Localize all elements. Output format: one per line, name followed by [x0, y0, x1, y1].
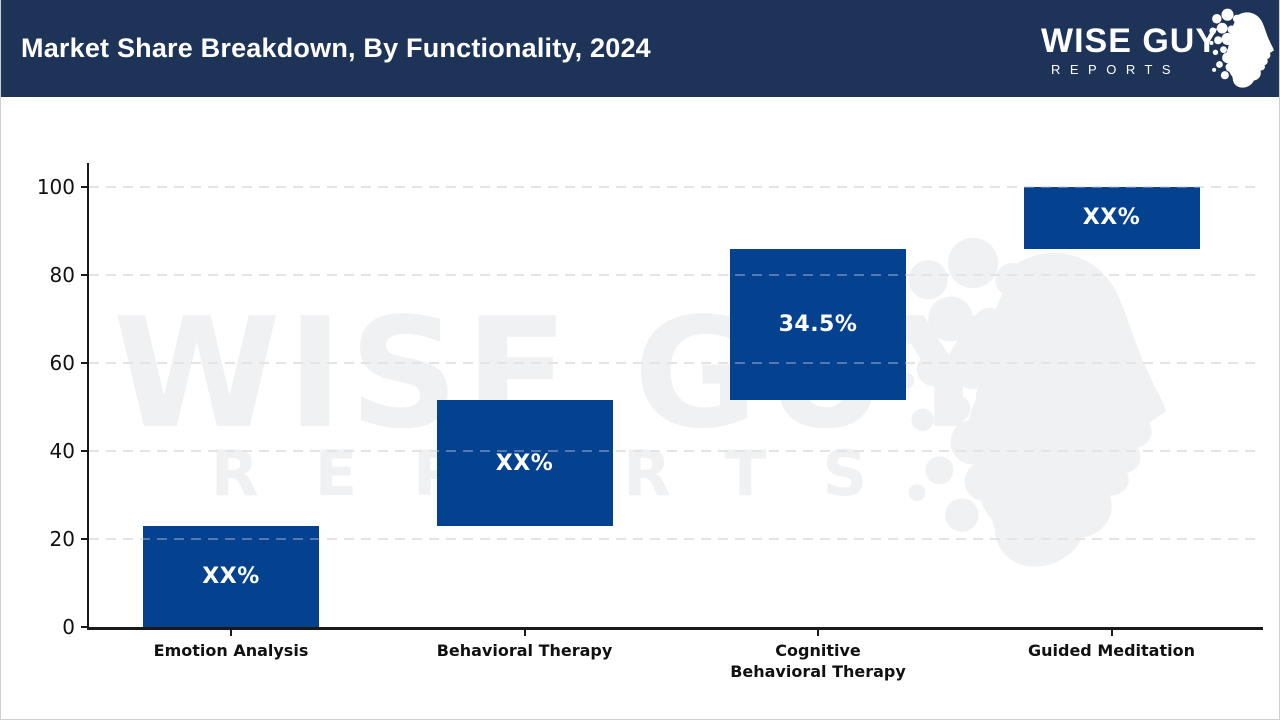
y-tick-100	[81, 186, 89, 188]
x-label-cognitive-behavioral-therapy: Cognitive Behavioral Therapy	[688, 640, 948, 682]
gridline-overlay-80	[89, 274, 1257, 276]
y-tick-label-80: 80	[49, 263, 75, 287]
x-label-line: Behavioral Therapy	[730, 662, 906, 681]
x-label-guided-meditation: Guided Meditation	[982, 640, 1242, 661]
x-tick-behavioral-therapy	[523, 630, 526, 636]
x-axis	[87, 627, 1263, 630]
gridline-80	[89, 274, 1257, 276]
y-tick-40	[81, 450, 89, 452]
chart-title: Market Share Breakdown, By Functionality…	[21, 33, 651, 63]
logo-wordmark: WISE GUY	[1041, 22, 1220, 60]
value-label-behavioral-therapy: XX%	[495, 450, 554, 476]
gridline-40	[89, 450, 1257, 452]
logo-subtitle: REPORTS	[1051, 62, 1181, 77]
bar-behavioral-therapy: XX%	[436, 400, 613, 526]
y-tick-20	[81, 538, 89, 540]
gridline-60	[89, 362, 1257, 364]
gridline-overlay-100	[89, 186, 1257, 188]
x-label-emotion-analysis: Emotion Analysis	[101, 640, 361, 661]
value-label-cognitive-behavioral-therapy: 34.5%	[778, 311, 858, 337]
bar-cognitive-behavioral-therapy: 34.5%	[730, 248, 906, 401]
x-tick-cognitive-behavioral-therapy	[817, 630, 819, 636]
x-tick-guided-meditation	[1110, 630, 1113, 636]
gridline-overlay-40	[89, 450, 1257, 452]
y-tick-0	[81, 626, 89, 628]
y-tick-label-60: 60	[49, 351, 75, 375]
gridline-overlay-60	[89, 362, 1257, 364]
y-tick-80	[81, 274, 89, 276]
value-label-guided-meditation: XX%	[1082, 205, 1141, 231]
gridline-overlay-20	[89, 538, 1257, 540]
y-tick-label-100: 100	[36, 175, 75, 199]
y-axis	[87, 163, 89, 629]
y-tick-label-40: 40	[49, 439, 75, 463]
wiseguy-logo: WISE GUY REPORTS	[1025, 6, 1275, 91]
header-bar: Market Share Breakdown, By Functionality…	[1, 0, 1279, 97]
bar-emotion-analysis: XX%	[143, 525, 319, 627]
x-label-line: Guided Meditation	[1027, 641, 1195, 660]
y-tick-label-0: 0	[62, 615, 75, 639]
gridline-100	[89, 186, 1257, 188]
y-tick-60	[81, 362, 89, 364]
watermark-face-icon	[897, 237, 1167, 567]
x-label-line: Emotion Analysis	[153, 641, 309, 660]
x-label-line: Cognitive	[775, 641, 861, 660]
plot-area: WISE GUY REPORTS XX%XX%34.5%XX% 02040608…	[1, 97, 1279, 719]
bar-guided-meditation: XX%	[1023, 187, 1200, 249]
gridline-20	[89, 538, 1257, 540]
x-label-line: Behavioral Therapy	[436, 641, 613, 660]
logo-face-icon	[1209, 8, 1274, 88]
value-label-emotion-analysis: XX%	[202, 563, 260, 589]
y-tick-label-20: 20	[49, 527, 75, 551]
x-label-behavioral-therapy: Behavioral Therapy	[395, 640, 655, 661]
x-tick-emotion-analysis	[230, 630, 232, 636]
